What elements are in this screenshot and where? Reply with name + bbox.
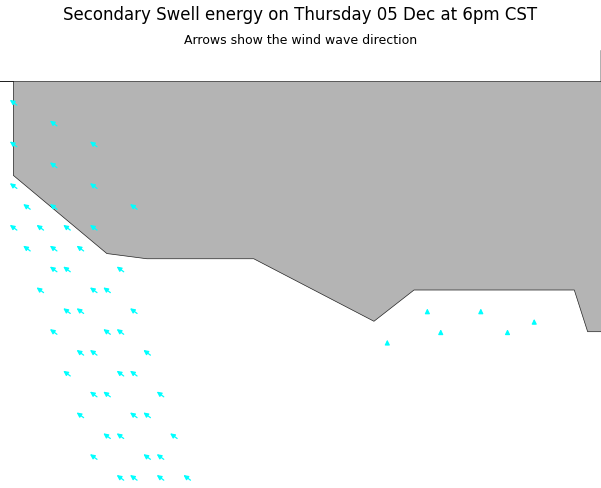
Text: Secondary Swell energy on Thursday 05 Dec at 6pm CST: Secondary Swell energy on Thursday 05 De… [64,6,537,24]
Polygon shape [0,51,601,332]
Text: Arrows show the wind wave direction: Arrows show the wind wave direction [184,34,417,46]
